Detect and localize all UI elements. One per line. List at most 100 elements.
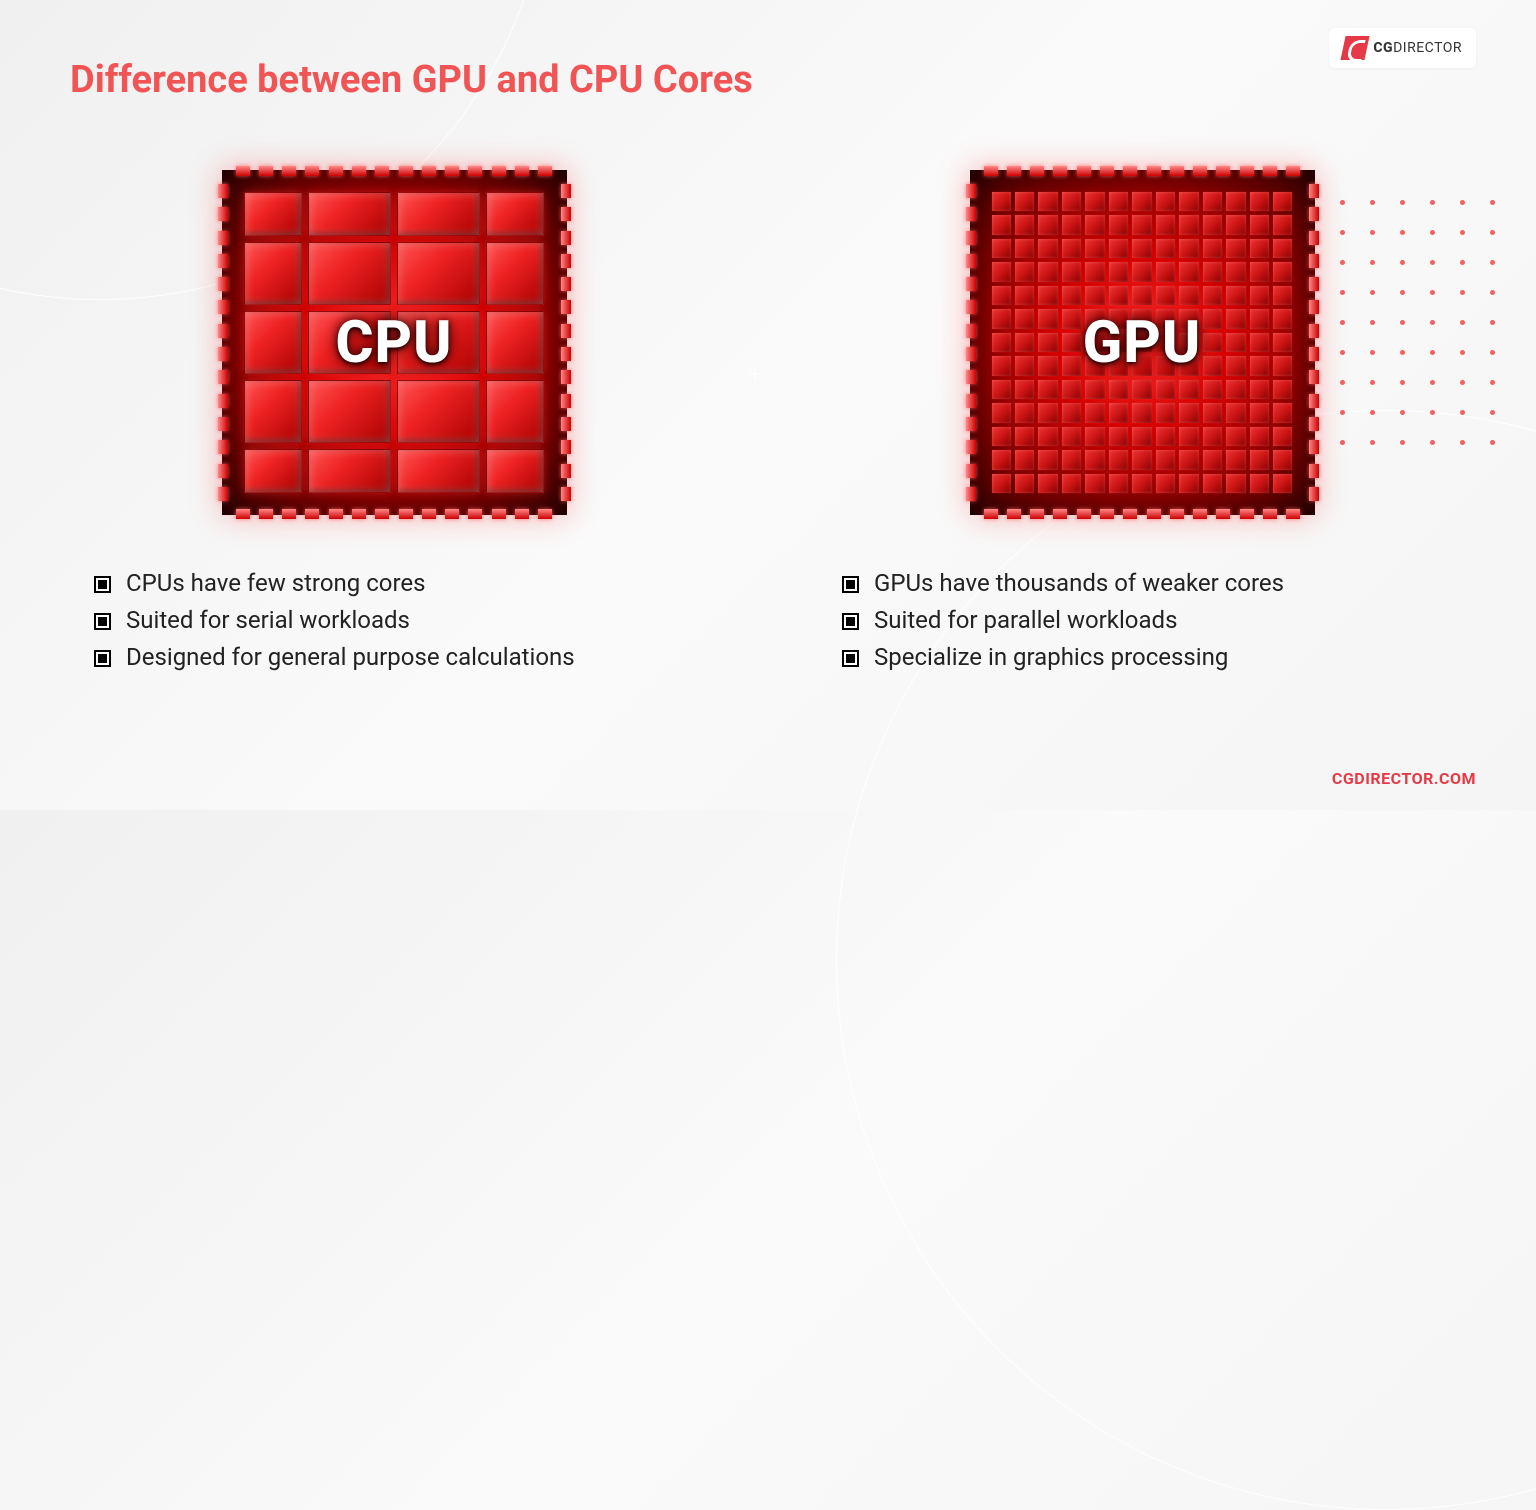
gpu-core [1062,262,1081,281]
gpu-chip-diagram: GPU [970,170,1315,515]
gpu-core [1015,427,1034,446]
gpu-core [1273,192,1292,211]
gpu-core [1038,450,1057,469]
gpu-core [1156,450,1175,469]
cpu-core [244,242,303,305]
gpu-core [1203,403,1222,422]
page-title: Difference between GPU and CPU Cores [70,58,753,102]
gpu-core [992,262,1011,281]
gpu-core [1038,215,1057,234]
gpu-core [1085,403,1104,422]
gpu-core [1109,192,1128,211]
gpu-core [1226,239,1245,258]
gpu-core [1156,215,1175,234]
gpu-core [1273,215,1292,234]
bullet-item: Suited for parallel workloads [842,602,1284,639]
gpu-core [1015,356,1034,375]
cpu-core [244,380,303,443]
cpu-core [397,449,480,493]
gpu-core [1062,403,1081,422]
gpu-core [1250,356,1269,375]
gpu-core [1179,427,1198,446]
bullet-item: Specialize in graphics processing [842,639,1284,676]
gpu-core [1273,239,1292,258]
gpu-core [1273,262,1292,281]
gpu-core [1250,215,1269,234]
gpu-core [1273,450,1292,469]
gpu-core [1179,215,1198,234]
gpu-core [1015,192,1034,211]
cpu-core [308,192,391,236]
gpu-core [1038,262,1057,281]
cpu-core [244,311,303,374]
gpu-core [992,333,1011,352]
cpu-chip-label: CPU [316,301,473,385]
gpu-core [1109,403,1128,422]
gpu-core [1226,286,1245,305]
logo-mark-icon [1341,36,1370,60]
gpu-core [1203,215,1222,234]
gpu-core [1062,474,1081,493]
gpu-core [1179,450,1198,469]
gpu-core [1085,474,1104,493]
gpu-core [1203,427,1222,446]
gpu-core [1203,474,1222,493]
gpu-core [1273,286,1292,305]
gpu-core [1038,333,1057,352]
gpu-core [1156,262,1175,281]
gpu-core [1015,262,1034,281]
gpu-core [1109,427,1128,446]
gpu-core [992,450,1011,469]
gpu-core [1273,333,1292,352]
cpu-core [244,449,303,493]
cpu-bullet-list: CPUs have few strong coresSuited for ser… [80,565,575,677]
gpu-core [1179,239,1198,258]
gpu-core [1085,215,1104,234]
gpu-core [1156,474,1175,493]
cpu-core [397,242,480,305]
bullet-item: CPUs have few strong cores [94,565,575,602]
gpu-core [1038,380,1057,399]
gpu-core [1085,262,1104,281]
gpu-core [1038,239,1057,258]
gpu-core [1226,192,1245,211]
gpu-core [1273,380,1292,399]
cpu-core [486,449,545,493]
gpu-core [1226,450,1245,469]
gpu-core [1015,286,1034,305]
gpu-core [1085,427,1104,446]
gpu-core [1226,474,1245,493]
gpu-core [1250,286,1269,305]
bullet-item: Suited for serial workloads [94,602,575,639]
gpu-core [1038,403,1057,422]
gpu-core [1085,450,1104,469]
gpu-core [1109,239,1128,258]
cpu-core [308,449,391,493]
gpu-core [1038,474,1057,493]
cpu-chip-diagram: CPU [222,170,567,515]
gpu-core [1015,474,1034,493]
gpu-core [1226,333,1245,352]
gpu-core [1015,450,1034,469]
gpu-core [1273,427,1292,446]
gpu-core [1273,403,1292,422]
gpu-core [1226,403,1245,422]
gpu-core [1132,192,1151,211]
gpu-core [1226,356,1245,375]
gpu-core [1132,403,1151,422]
gpu-core [1179,474,1198,493]
cpu-core [244,192,303,236]
cpu-core [397,380,480,443]
gpu-core [992,356,1011,375]
gpu-core [1226,427,1245,446]
gpu-core [1203,262,1222,281]
gpu-core [1156,192,1175,211]
gpu-bullet-list: GPUs have thousands of weaker coresSuite… [828,565,1284,677]
gpu-core [1250,450,1269,469]
gpu-core [1109,450,1128,469]
brand-logo: CGDIRECTOR [1329,28,1476,68]
gpu-core [1156,427,1175,446]
gpu-core [1085,239,1104,258]
gpu-core [1132,450,1151,469]
gpu-core [1038,192,1057,211]
